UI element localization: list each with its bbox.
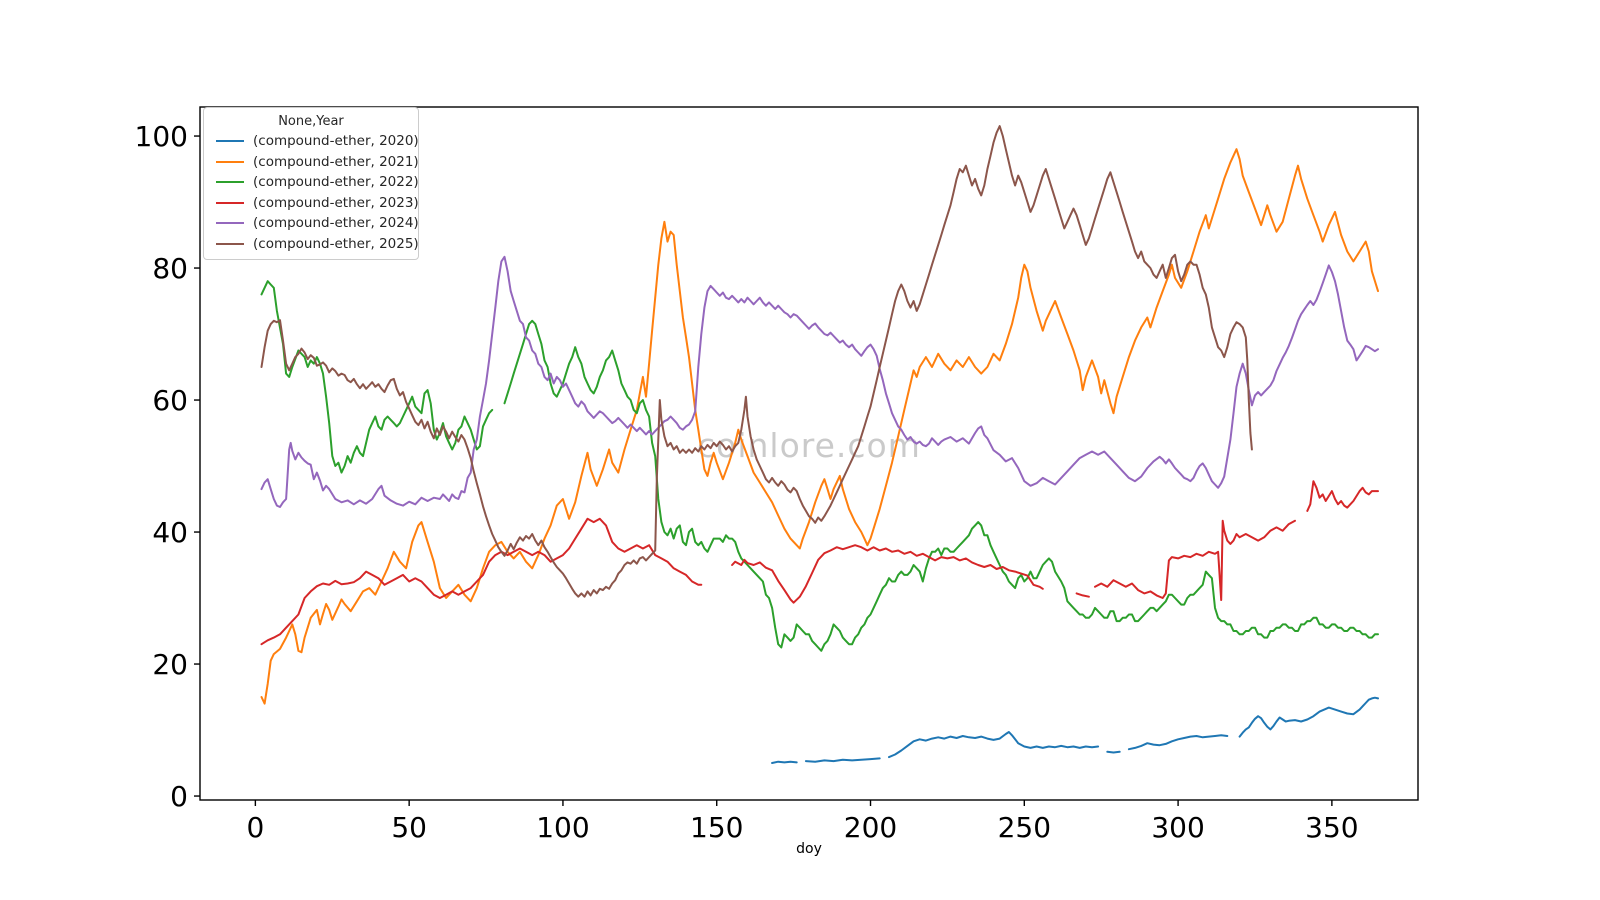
legend-line-swatch-2021 [216, 160, 244, 163]
legend-line-swatch-2024 [216, 222, 244, 225]
series-line-2020 [804, 757, 881, 763]
legend-title: None,Year [278, 114, 344, 129]
legend-line-swatch-2023 [216, 201, 244, 204]
y-tick-label: 40 [152, 516, 188, 549]
y-tick-label: 0 [170, 780, 188, 813]
legend-item-label: (compound-ether, 2022) [253, 174, 419, 191]
legend-line-swatch-2022 [216, 181, 244, 184]
legend-item-label: (compound-ether, 2025) [253, 235, 419, 252]
legend-item-2024: (compound-ether, 2024) [212, 213, 419, 234]
legend-item-2022: (compound-ether, 2022) [212, 172, 419, 193]
plot-border [199, 106, 1419, 801]
legend-item-label: (compound-ether, 2023) [253, 194, 419, 211]
y-tick-label: 100 [135, 120, 188, 153]
series-line-2023 [731, 544, 1044, 604]
legend-line-swatch-2025 [216, 242, 244, 245]
y-tick-label: 60 [152, 384, 188, 417]
series-line-2021 [260, 148, 1379, 705]
series-line-2020 [1238, 696, 1379, 738]
x-tick-label: 150 [690, 811, 743, 844]
x-tick-label: 50 [391, 811, 427, 844]
legend-item-2025: (compound-ether, 2025) [212, 234, 419, 255]
series-line-2025 [260, 125, 1253, 598]
legend: None,Year (compound-ether, 2020) (compoun… [203, 107, 419, 260]
series-line-2023 [1075, 592, 1090, 598]
x-axis-label: doy [796, 841, 822, 857]
x-tick-label: 0 [246, 811, 264, 844]
series-line-2020 [771, 760, 798, 764]
legend-items: (compound-ether, 2020) (compound-ether, 2… [212, 131, 419, 255]
series-line-2020 [1106, 750, 1121, 754]
series-line-2023 [260, 517, 703, 646]
series-line-2022 [260, 280, 494, 474]
x-tick-label: 200 [844, 811, 897, 844]
y-tick-label: 80 [152, 252, 188, 285]
legend-item-2020: (compound-ether, 2020) [212, 131, 419, 152]
series-layer [260, 125, 1379, 764]
series-line-2020 [1127, 734, 1229, 751]
legend-item-2021: (compound-ether, 2021) [212, 152, 419, 173]
y-tick-label: 20 [152, 648, 188, 681]
legend-line-swatch-2020 [216, 140, 244, 143]
legend-item-label: (compound-ether, 2021) [253, 153, 419, 170]
x-tick-label: 350 [1305, 811, 1358, 844]
legend-item-label: (compound-ether, 2020) [253, 133, 419, 150]
x-tick-label: 300 [1151, 811, 1204, 844]
x-tick-label: 250 [998, 811, 1051, 844]
series-line-2023 [1094, 519, 1296, 601]
x-tick-label: 100 [536, 811, 589, 844]
series-line-2020 [888, 731, 1100, 759]
series-line-2024 [260, 255, 1379, 508]
legend-item-label: (compound-ether, 2024) [253, 215, 419, 232]
series-line-2023 [1306, 480, 1379, 512]
axis-layer: 0 50 100 150 200 250 300 350 0 20 40 60 80 100 [135, 120, 1359, 844]
legend-item-2023: (compound-ether, 2023) [212, 193, 419, 214]
